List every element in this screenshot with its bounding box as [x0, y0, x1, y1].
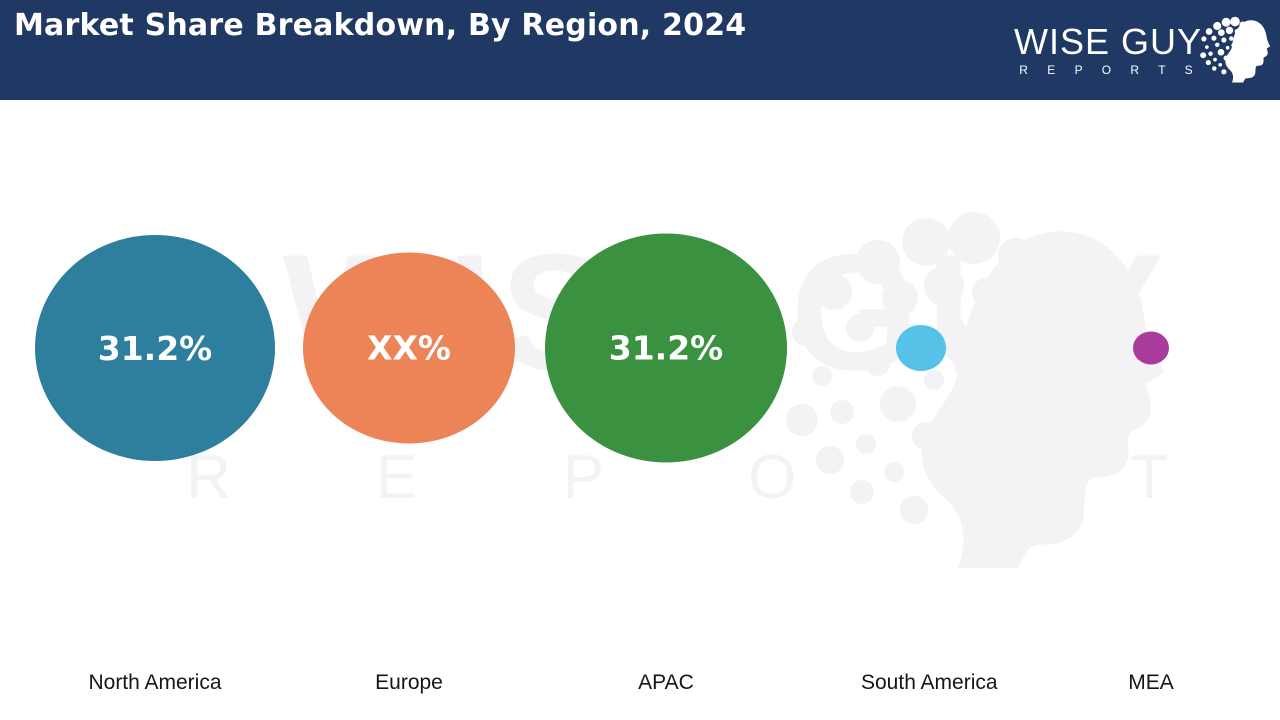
header-bar: Market Share Breakdown, By Region, 2024 …: [0, 0, 1280, 100]
bubble-chart: 31.2% North America XX% Europe 31.2% APA…: [0, 100, 1280, 720]
bubble-value-label: 31.2%: [97, 328, 213, 368]
logo-head-icon: [1200, 16, 1271, 83]
bubble-value-label: 31.2%: [608, 328, 724, 368]
bubble-group-mea: MEA: [1091, 100, 1211, 720]
region-label-mea: MEA: [1128, 671, 1174, 694]
bubble-group-apac: 31.2% APAC: [545, 100, 787, 720]
bubble-mea: [1133, 331, 1169, 365]
region-label-north-america: North America: [88, 671, 222, 694]
bubble-group-south-america: South America: [861, 100, 998, 720]
bubble-south-america: [896, 325, 946, 371]
bubble-north-america: 31.2%: [35, 235, 275, 461]
region-label-south-america: South America: [861, 671, 998, 694]
region-label-apac: APAC: [638, 671, 694, 694]
logo-text: WISE GUY R E P O R T S: [1014, 23, 1202, 77]
page-title: Market Share Breakdown, By Region, 2024: [14, 8, 747, 43]
bubble-group-europe: XX% Europe: [303, 100, 515, 720]
logo-reports-text: R E P O R T S: [1019, 62, 1201, 77]
bubble-group-north-america: 31.2% North America: [35, 100, 275, 720]
bubble-value-label: XX%: [367, 328, 451, 368]
region-label-europe: Europe: [375, 671, 443, 694]
wiseguy-logo: WISE GUY R E P O R T S: [1014, 4, 1272, 96]
bubble-europe: XX%: [303, 252, 515, 444]
bubble-apac: 31.2%: [545, 233, 787, 463]
logo-wordmark: WISE GUY: [1013, 21, 1202, 63]
